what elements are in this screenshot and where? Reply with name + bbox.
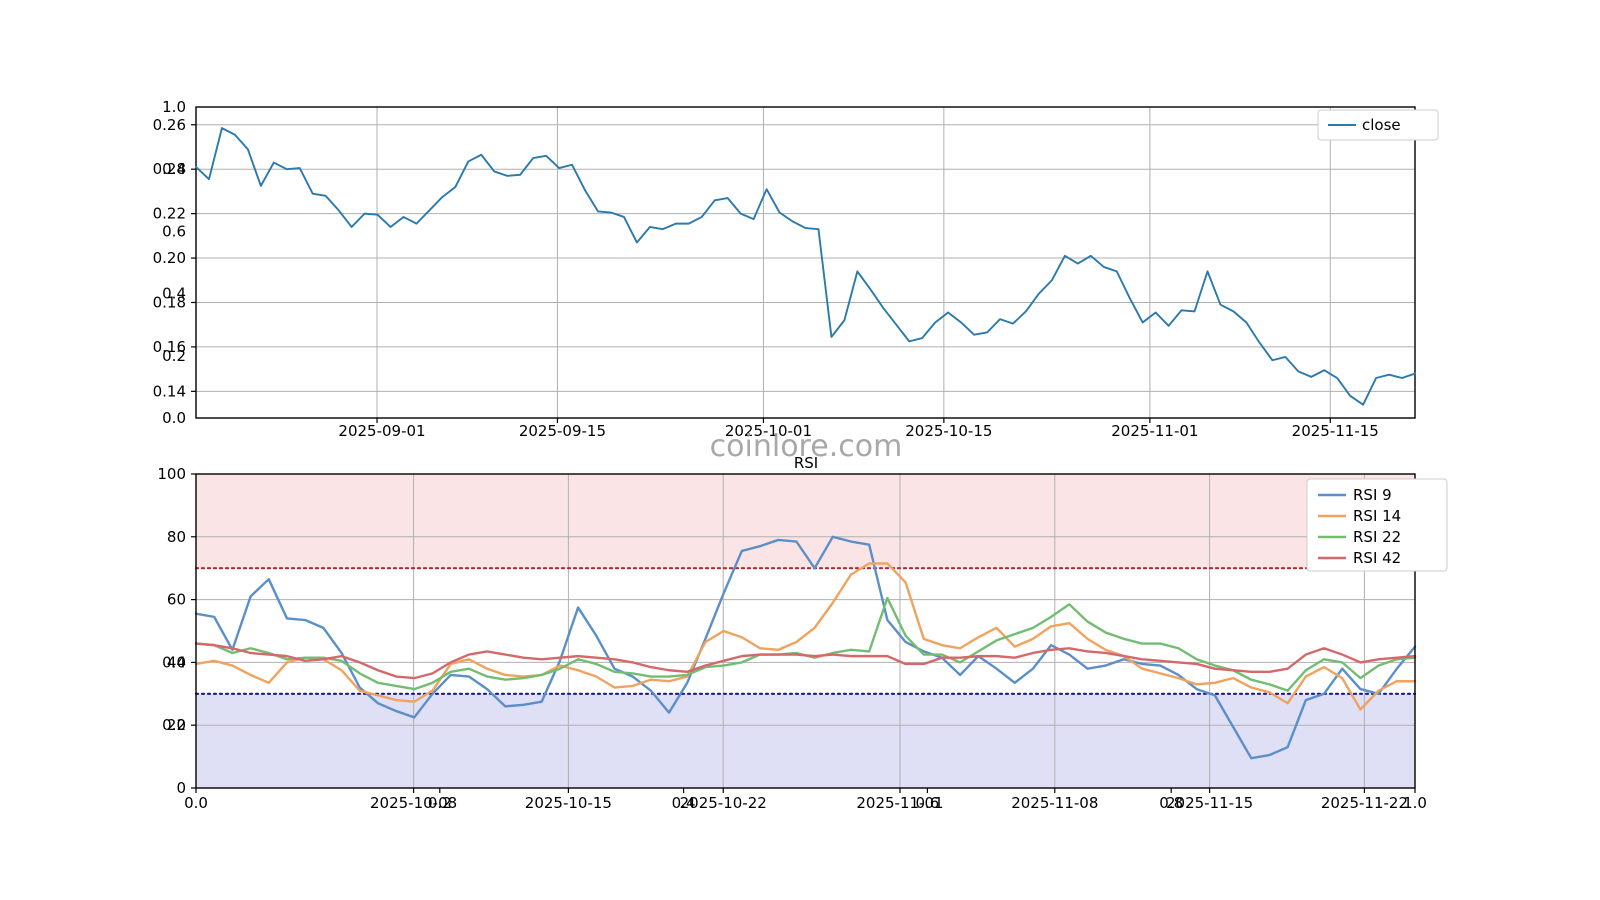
- rsi-line-rsi-9: [194, 535, 1417, 760]
- price-chart-axes: 0.260.240.220.200.180.160.141.00.80.60.4…: [153, 98, 1448, 812]
- price-ghost-ytick-label: 0.6: [162, 222, 186, 240]
- price-ytick-label: 0.26: [153, 116, 186, 134]
- rsi-line-rsi-14: [194, 562, 1417, 711]
- price-xtick-label: 2025-09-01: [338, 422, 425, 440]
- rsi-ghost-xtick-label: 1.0: [1403, 794, 1427, 812]
- rsi-ghost-xtick-label: 0.6: [915, 794, 939, 812]
- watermark-text: coinlore.com: [710, 429, 903, 464]
- rsi-legend-label-rsi-14: RSI 14: [1353, 507, 1401, 525]
- price-ghost-ytick-label: 0.4: [162, 285, 186, 303]
- rsi-legend-box[interactable]: [1306, 478, 1448, 572]
- rsi-ytick-label: 0: [176, 779, 186, 797]
- price-legend-label-close: close: [1362, 116, 1401, 134]
- rsi-xtick-label: 2025-11-08: [1011, 794, 1098, 812]
- price-xtick-label: 2025-11-15: [1292, 422, 1379, 440]
- price-xtick-label: 2025-09-15: [519, 422, 606, 440]
- rsi-ghost-xtick-label: 0.8: [1159, 794, 1183, 812]
- price-ytick-label: 0.16: [153, 338, 186, 356]
- price-ghost-ytick-label: 0.8: [162, 160, 186, 178]
- price-legend[interactable]: closecoinlore.comRSI1008060402000.40.220…: [157, 109, 1448, 812]
- rsi-oversold-band: [196, 693, 1415, 788]
- rsi-ghost-xtick-label: 0.2: [428, 794, 452, 812]
- rsi-ghost-ytick-label: 0.2: [162, 716, 186, 734]
- rsi-ytick-label: 80: [167, 528, 186, 546]
- price-ghost-ytick-label: 1.0: [162, 98, 186, 116]
- rsi-xtick-label: 2025-10-22: [680, 794, 767, 812]
- price-line-close: [195, 127, 1416, 406]
- rsi-ytick-label: 60: [167, 591, 186, 609]
- rsi-overbought-band: [196, 474, 1415, 569]
- price-axes-frame: [195, 106, 1416, 419]
- price-ytick-label: 0.24: [153, 160, 186, 178]
- price-plot-background: [196, 107, 1415, 418]
- price-legend-box[interactable]: [1317, 109, 1439, 141]
- price-ytick-label: 0.14: [153, 382, 186, 400]
- rsi-legend-label-rsi-9: RSI 9: [1353, 486, 1392, 504]
- rsi-line-rsi-42: [194, 642, 1417, 680]
- rsi-ytick-label: 20: [167, 716, 186, 734]
- rsi-ghost-xtick-label: 0.4: [672, 794, 696, 812]
- rsi-series: RSI 9 RSI 14 RSI 22 RSI 42: [194, 473, 1448, 789]
- price-xtick-label: 2025-10-01: [725, 422, 812, 440]
- rsi-xtick-label: 2025-11-01: [856, 794, 943, 812]
- rsi-axes-frame: [195, 473, 1416, 789]
- rsi-ytick-label: 100: [157, 465, 186, 483]
- rsi-legend-label-rsi-42: RSI 42: [1353, 549, 1401, 567]
- rsi-xtick-label: 2025-10-15: [525, 794, 612, 812]
- price-xtick-label: 2025-11-01: [1111, 422, 1198, 440]
- price-ghost-ytick-label: 0.2: [162, 347, 186, 365]
- rsi-title: RSI: [794, 454, 818, 472]
- watermark-group: coinlore.comRSI1008060402000.40.22025-10…: [157, 429, 1448, 812]
- price-ghost-ytick-label: 0.0: [162, 409, 186, 427]
- price-ytick-label: 0.18: [153, 293, 186, 311]
- price-xtick-label: 2025-10-15: [905, 422, 992, 440]
- price-ytick-label: 0.22: [153, 205, 186, 223]
- rsi-xtick-label: 2025-11-15: [1166, 794, 1253, 812]
- rsi-ghost-ytick-label: 0.4: [162, 653, 186, 671]
- price-series: closecoinlore.comRSI1008060402000.40.220…: [157, 109, 1448, 812]
- rsi-ytick-label: 40: [167, 653, 186, 671]
- rsi-legend-label-rsi-22: RSI 22: [1353, 528, 1401, 546]
- price-ytick-label: 0.20: [153, 249, 186, 267]
- rsi-xtick-label: 2025-11-22: [1321, 794, 1408, 812]
- rsi-legend[interactable]: RSI 9 RSI 14 RSI 22 RSI 42: [1306, 478, 1448, 572]
- rsi-ghost-xtick-label: 0.0: [184, 794, 208, 812]
- rsi-xtick-label: 2025-10-08: [370, 794, 457, 812]
